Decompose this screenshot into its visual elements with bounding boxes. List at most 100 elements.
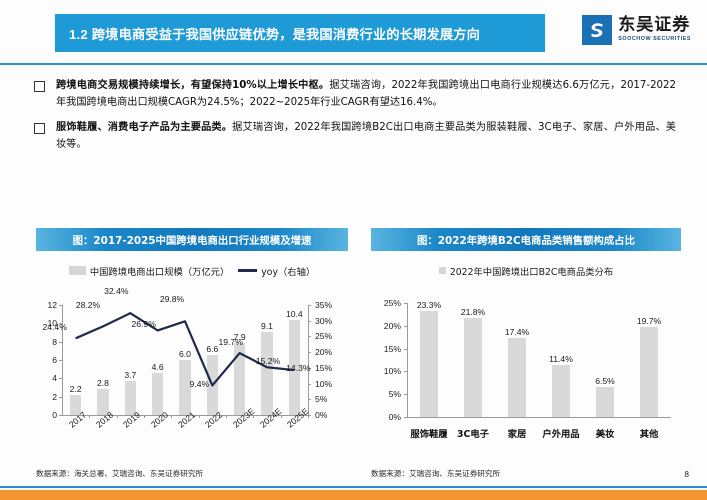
square-bullet-icon (34, 81, 45, 92)
y-tick-mark (404, 348, 407, 350)
header-divider (0, 63, 707, 65)
y-tick-mark-right (308, 320, 311, 322)
logo-text: 东吴证券 SOOCHOW SECURITIES (618, 17, 691, 42)
x-axis (62, 415, 308, 416)
x-tick-mark (308, 415, 309, 418)
list-item: 服饰鞋履、消费电子产品为主要品类。据艾瑞咨询，2022年我国跨境B2C出口电商主… (34, 120, 676, 153)
bullet-list: 跨境电商交易规模持续增长，有望保持10%以上增长中枢。据艾瑞咨询，2022年我国… (34, 78, 676, 162)
bar (596, 387, 614, 417)
page-number: 8 (684, 470, 689, 479)
bar (508, 337, 526, 417)
x-tick-label: 3C电子 (457, 429, 489, 440)
y-tick-label-right: 35% (315, 300, 333, 310)
bar-value-label: 23.3% (416, 299, 442, 310)
x-tick-mark (198, 415, 200, 418)
bar (151, 372, 164, 415)
bar (464, 317, 482, 417)
bar-value-label: 2.8 (97, 378, 109, 389)
logo-name-en: SOOCHOW SECURITIES (618, 36, 691, 43)
y-tick-mark-left (59, 378, 62, 380)
y-tick-label-left: 0 (52, 410, 57, 420)
line-value-label: 15.2% (255, 356, 281, 367)
logo-name-cn: 东吴证券 (618, 15, 691, 36)
bar-value-label: 17.4% (504, 326, 530, 337)
y-axis-right (308, 305, 309, 415)
bar-value-label: 19.7% (636, 316, 662, 327)
chart-title-bar-right: 图：2022年跨境B2C电商品类销售额构成占比 (371, 228, 681, 251)
y-tick-mark-left (59, 415, 62, 416)
bar-value-label: 6.5% (595, 376, 615, 387)
x-tick-label: 服饰鞋履 (410, 429, 448, 440)
legend-label: 2022年中国跨境出口B2C电商品类分布 (449, 266, 614, 278)
footer-divider (0, 486, 707, 488)
y-tick-label-left: 2 (52, 391, 57, 402)
chart-title-right: 图：2022年跨境B2C电商品类销售额构成占比 (417, 235, 635, 247)
y-tick-mark (404, 417, 407, 418)
bar-value-label: 7.9 (233, 331, 246, 342)
y-tick-mark-left (59, 323, 62, 325)
legend-label: 中国跨境电商出口规模（万亿元） (89, 266, 230, 278)
y-tick-label-right: 30% (315, 315, 333, 326)
bar-value-label: 2.2 (69, 383, 82, 394)
bar (261, 331, 273, 415)
x-tick-mark (171, 415, 173, 418)
list-item: 跨境电商交易规模持续增长，有望保持10%以上增长中枢。据艾瑞咨询，2022年我国… (34, 78, 676, 111)
x-tick-label: 美妆 (595, 429, 615, 440)
y-tick-label: 5% (388, 389, 401, 400)
y-tick-mark-right (308, 383, 311, 385)
y-tick-mark-left (59, 396, 62, 398)
legend-swatch-icon (68, 266, 86, 275)
y-tick-label-right: 25% (315, 331, 333, 342)
bar-value-label: 4.6 (151, 361, 164, 372)
yoy-line-series (75, 312, 295, 387)
bar-value-label: 11.4% (549, 354, 573, 365)
page-title: 1.2 跨境电商受益于我国供应链优势，是我国消费行业的长期发展方向 (69, 26, 481, 42)
bar-value-label: 10.4 (285, 308, 303, 319)
charts-area: 图：2017-2025中国跨境电商出口行业规模及增速 中国跨境电商出口规模（万亿… (0, 228, 707, 468)
square-bullet-icon (34, 123, 45, 135)
bullet-body: 据艾瑞咨询，2022年我国跨境B2C出口电商主要品类为服装鞋履、3C电子、家居、… (56, 122, 676, 150)
bar (552, 365, 570, 417)
y-tick-mark-right (308, 305, 311, 306)
x-tick-mark (144, 415, 145, 418)
y-tick-label: 25% (383, 298, 401, 308)
chart-plot-left: 0 2 4 6 8 10 12 0% 5% 10% 15% 20% 25% 30% 35% 2.2 2017 2.… (36, 286, 348, 462)
x-axis (407, 417, 671, 418)
bar (179, 360, 191, 415)
y-tick-mark (404, 325, 407, 327)
legend-swatch-icon (438, 267, 446, 274)
y-axis (407, 303, 408, 417)
x-tick-label: 户外用品 (542, 429, 580, 440)
bar-value-label: 6.0 (179, 349, 191, 359)
company-logo: 东吴证券 SOOCHOW SECURITIES (582, 15, 691, 45)
bullet-lead: 服饰鞋履、消费电子产品为主要品类。 (56, 122, 233, 134)
x-tick-mark (116, 415, 118, 418)
bullet-paragraph: 服饰鞋履、消费电子产品为主要品类。据艾瑞咨询，2022年我国跨境B2C出口电商主… (56, 120, 676, 153)
legend-item-line: yoy（右轴） (238, 264, 315, 278)
source-note-left: 数据来源：海关总署、艾瑞咨询、东吴证券研究所 (36, 469, 204, 478)
line-value-label: 28.2% (75, 300, 101, 311)
y-axis-left (62, 305, 63, 415)
x-tick-mark (280, 415, 282, 418)
bar-value-label: 9.1 (261, 320, 273, 331)
bar-value-label: 21.8% (460, 306, 486, 317)
y-tick-label-left: 8 (52, 336, 57, 347)
legend-item-bar: 中国跨境电商出口规模（万亿元） (68, 264, 230, 278)
bullet-body: 据艾瑞咨询，2022年我国跨境出口电商行业规模达6.6万亿元，2017-2022… (56, 80, 677, 108)
bar (288, 319, 301, 415)
line-value-label: 24.4% (42, 322, 67, 333)
y-tick-label-left: 12 (47, 300, 57, 310)
bullet-lead: 跨境电商交易规模持续增长，有望保持10%以上增长中枢。 (56, 80, 330, 91)
chart-legend-left: 中国跨境电商出口规模（万亿元） yoy（右轴） (36, 264, 348, 278)
y-tick-mark (404, 394, 407, 396)
chart-panel-export-scale: 图：2017-2025中国跨境电商出口行业规模及增速 中国跨境电商出口规模（万亿… (36, 228, 348, 462)
bar (69, 394, 82, 415)
section-title-bar: 1.2 跨境电商受益于我国供应链优势，是我国消费行业的长期发展方向 (55, 14, 545, 52)
slide-header: 1.2 跨境电商受益于我国供应链优势，是我国消费行业的长期发展方向 东吴证券 S… (0, 0, 707, 66)
bar (420, 310, 438, 417)
y-tick-label-right: 15% (315, 362, 333, 373)
y-tick-label-left: 4 (52, 373, 57, 384)
line-value-label: 32.4% (104, 286, 129, 297)
y-tick-label-right: 20% (315, 347, 333, 358)
line-value-label: 29.8% (159, 294, 185, 305)
